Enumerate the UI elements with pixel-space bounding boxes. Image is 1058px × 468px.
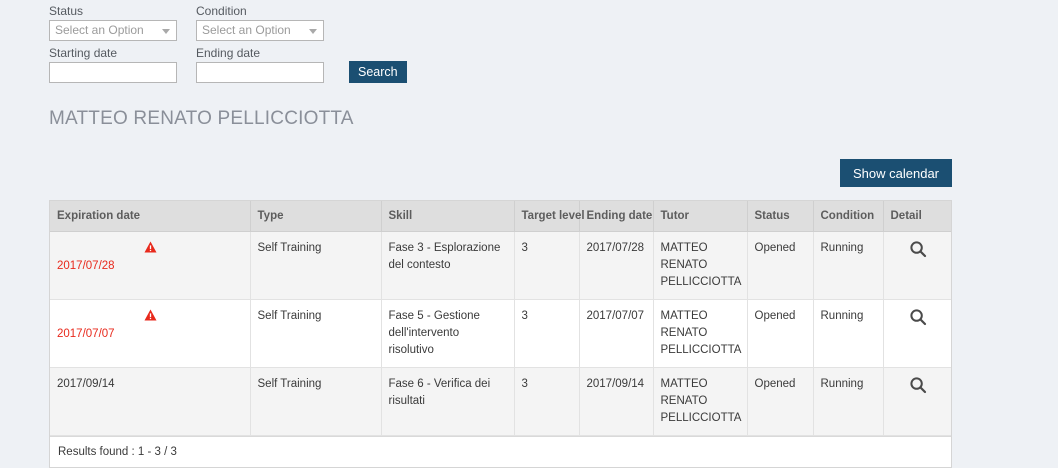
cell-detail	[883, 299, 951, 368]
column-header-condition[interactable]: Condition	[813, 201, 884, 232]
cell-ending-date: 2017/07/28	[579, 231, 654, 300]
page-root: Status Select an Option Condition Select…	[49, 4, 969, 468]
cell-skill: Fase 5 - Gestione dell'intervento risolu…	[381, 299, 515, 368]
status-label: Status	[49, 4, 84, 18]
cell-condition: Running	[813, 299, 884, 368]
cell-type: Self Training	[250, 231, 382, 300]
warning-wrap	[57, 309, 244, 321]
results-table: Expiration date Type Skill Target level …	[50, 201, 951, 436]
cell-type: Self Training	[250, 299, 382, 368]
field-group-ending-date: Ending date	[196, 46, 324, 83]
warning-triangle-icon	[144, 241, 157, 253]
column-header-type[interactable]: Type	[250, 201, 382, 232]
cell-status: Opened	[747, 299, 814, 368]
cell-type: Self Training	[250, 367, 382, 436]
search-filter-form: Status Select an Option Condition Select…	[49, 4, 969, 83]
cell-ending-date: 2017/09/14	[579, 367, 654, 436]
chevron-down-icon	[162, 29, 170, 34]
cell-tutor: MATTEO RENATO PELLICCIOTTA	[653, 367, 748, 436]
chevron-down-icon	[309, 29, 317, 34]
starting-date-label: Starting date	[49, 46, 118, 60]
cell-skill: Fase 6 - Verifica dei risultati	[381, 367, 515, 436]
table-row: 2017/09/14 Self Training Fase 6 - Verifi…	[50, 367, 951, 436]
column-header-ending-date[interactable]: Ending date	[579, 201, 654, 232]
table-body: 2017/07/28 Self Training Fase 3 - Esplor…	[50, 231, 951, 436]
cell-expiration-date: 2017/07/07	[50, 299, 251, 368]
table-row: 2017/07/28 Self Training Fase 3 - Esplor…	[50, 231, 951, 300]
table-head: Expiration date Type Skill Target level …	[50, 201, 951, 232]
cell-target-level: 3	[514, 231, 580, 300]
cell-tutor: MATTEO RENATO PELLICCIOTTA	[653, 299, 748, 368]
page-title: MATTEO RENATO PELLICCIOTTA	[49, 108, 354, 129]
condition-select-value: Select an Option	[202, 23, 291, 37]
condition-select[interactable]: Select an Option	[196, 20, 324, 41]
filter-row-dates: Starting date Ending date Search	[49, 46, 969, 83]
column-header-expiration-date[interactable]: Expiration date	[50, 201, 251, 232]
show-calendar-button[interactable]: Show calendar	[840, 159, 952, 187]
search-button[interactable]: Search	[349, 61, 407, 83]
cell-target-level: 3	[514, 299, 580, 368]
expiration-date-value: 2017/09/14	[57, 378, 115, 390]
cell-detail	[883, 231, 951, 300]
warning-wrap	[57, 241, 244, 253]
table-header-row: Expiration date Type Skill Target level …	[50, 201, 951, 232]
cell-target-level: 3	[514, 367, 580, 436]
cell-skill: Fase 3 - Esplorazione del contesto	[381, 231, 515, 300]
field-group-starting-date: Starting date	[49, 46, 177, 83]
expiration-date-value: 2017/07/28	[57, 260, 115, 272]
filter-row-selects: Status Select an Option Condition Select…	[49, 4, 969, 41]
ending-date-label: Ending date	[196, 46, 261, 60]
status-select-value: Select an Option	[55, 23, 144, 37]
field-group-status: Status Select an Option	[49, 4, 177, 41]
status-select[interactable]: Select an Option	[49, 20, 177, 41]
results-table-container: Expiration date Type Skill Target level …	[49, 200, 952, 468]
table-row: 2017/07/07 Self Training Fase 5 - Gestio…	[50, 299, 951, 368]
cell-detail	[883, 367, 951, 436]
cell-tutor: MATTEO RENATO PELLICCIOTTA	[653, 231, 748, 300]
warning-triangle-icon	[144, 309, 157, 321]
column-header-detail[interactable]: Detail	[883, 201, 951, 232]
field-group-condition: Condition Select an Option	[196, 4, 324, 41]
cell-status: Opened	[747, 367, 814, 436]
ending-date-input[interactable]	[196, 62, 324, 83]
cell-expiration-date: 2017/07/28	[50, 231, 251, 300]
column-header-target-level[interactable]: Target level	[514, 201, 585, 232]
cell-ending-date: 2017/07/07	[579, 299, 654, 368]
cell-condition: Running	[813, 231, 884, 300]
magnifier-icon[interactable]	[909, 240, 927, 264]
condition-label: Condition	[196, 4, 247, 18]
cell-expiration-date: 2017/09/14	[50, 367, 251, 436]
column-header-tutor[interactable]: Tutor	[653, 201, 748, 232]
column-header-skill[interactable]: Skill	[381, 201, 515, 232]
cell-condition: Running	[813, 367, 884, 436]
magnifier-icon[interactable]	[909, 308, 927, 332]
column-header-status[interactable]: Status	[747, 201, 814, 232]
results-count: Results found : 1 - 3 / 3	[50, 436, 951, 467]
magnifier-icon[interactable]	[909, 376, 927, 400]
cell-status: Opened	[747, 231, 814, 300]
expiration-date-value: 2017/07/07	[57, 328, 115, 340]
starting-date-input[interactable]	[49, 62, 177, 83]
